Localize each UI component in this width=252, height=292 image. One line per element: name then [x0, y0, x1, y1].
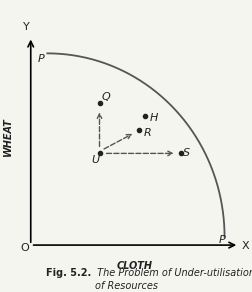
Text: Fig. 5.2.: Fig. 5.2.: [45, 268, 90, 278]
Text: P: P: [218, 235, 225, 245]
Text: CLOTH: CLOTH: [116, 261, 152, 271]
Text: Y: Y: [23, 22, 30, 32]
Text: Q: Q: [101, 92, 110, 102]
Text: of Resources: of Resources: [94, 281, 158, 291]
Text: O: O: [20, 243, 29, 253]
Text: The Problem of Under-utilisation: The Problem of Under-utilisation: [93, 268, 252, 278]
Text: WHEAT: WHEAT: [3, 117, 13, 156]
Text: R: R: [143, 128, 150, 138]
Text: H: H: [149, 113, 157, 123]
Text: S: S: [182, 148, 189, 158]
Text: U: U: [91, 155, 99, 165]
Text: X: X: [241, 241, 248, 251]
Text: P: P: [38, 54, 44, 64]
